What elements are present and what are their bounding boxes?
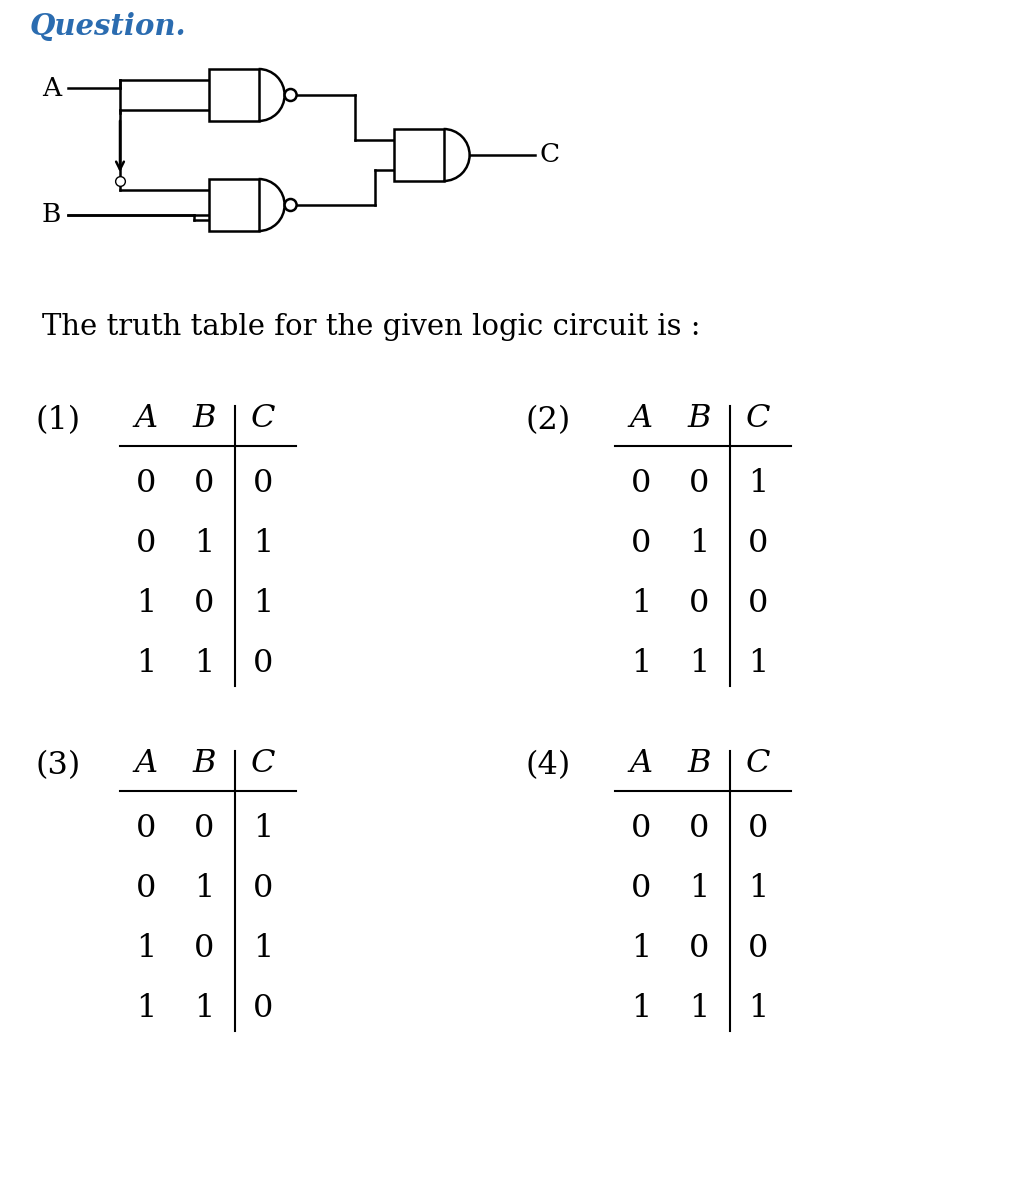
Circle shape: [285, 199, 297, 211]
Text: 1: 1: [136, 588, 157, 618]
Text: A: A: [630, 403, 652, 434]
Text: 1: 1: [689, 648, 710, 679]
Text: 1: 1: [253, 933, 273, 964]
Text: 0: 0: [748, 813, 768, 843]
Text: 0: 0: [136, 468, 157, 499]
Text: 0: 0: [748, 528, 768, 558]
Text: C: C: [251, 403, 275, 434]
Text: 0: 0: [748, 588, 768, 618]
Text: 0: 0: [748, 933, 768, 964]
Text: 1: 1: [194, 873, 214, 904]
Text: 1: 1: [689, 528, 710, 558]
Text: (2): (2): [525, 405, 570, 436]
Text: 0: 0: [253, 993, 273, 1024]
Text: 1: 1: [136, 933, 157, 964]
Text: 0: 0: [136, 813, 157, 843]
Text: 0: 0: [689, 933, 710, 964]
Text: (1): (1): [35, 405, 80, 436]
Text: C: C: [745, 403, 770, 434]
Text: 1: 1: [136, 648, 157, 679]
Text: 1: 1: [748, 873, 768, 904]
Text: C: C: [745, 748, 770, 779]
Text: 1: 1: [253, 528, 273, 558]
Text: 0: 0: [194, 468, 214, 499]
Text: 0: 0: [194, 813, 214, 843]
Text: B: B: [42, 203, 61, 227]
Text: 0: 0: [689, 813, 710, 843]
Text: 0: 0: [253, 648, 273, 679]
Text: 0: 0: [136, 528, 157, 558]
Text: 0: 0: [689, 588, 710, 618]
Text: 0: 0: [631, 813, 651, 843]
Text: 0: 0: [631, 873, 651, 904]
Text: 1: 1: [631, 933, 651, 964]
Text: (4): (4): [525, 750, 570, 781]
Text: A: A: [134, 403, 158, 434]
Text: 0: 0: [689, 468, 710, 499]
Text: 1: 1: [748, 648, 768, 679]
Text: 0: 0: [194, 588, 214, 618]
Text: A: A: [134, 748, 158, 779]
Text: A: A: [630, 748, 652, 779]
Text: 0: 0: [631, 468, 651, 499]
Text: (3): (3): [35, 750, 80, 781]
Text: B: B: [687, 403, 711, 434]
Bar: [209, 70, 259, 121]
Text: C: C: [251, 748, 275, 779]
Text: 0: 0: [253, 468, 273, 499]
Text: 1: 1: [253, 813, 273, 843]
Circle shape: [285, 90, 297, 101]
Text: The truth table for the given logic circuit is :: The truth table for the given logic circ…: [42, 313, 700, 340]
Text: 1: 1: [748, 468, 768, 499]
Bar: [394, 130, 443, 181]
Text: Question.: Question.: [30, 12, 186, 41]
Text: C: C: [540, 143, 560, 167]
Text: 1: 1: [194, 993, 214, 1024]
Text: 1: 1: [689, 873, 710, 904]
Text: 0: 0: [631, 528, 651, 558]
Text: B: B: [193, 403, 216, 434]
Bar: [209, 179, 259, 231]
Text: 1: 1: [748, 993, 768, 1024]
Text: 0: 0: [253, 873, 273, 904]
Text: B: B: [687, 748, 711, 779]
Text: 1: 1: [631, 648, 651, 679]
Text: 1: 1: [689, 993, 710, 1024]
Text: 1: 1: [253, 588, 273, 618]
Text: A: A: [42, 75, 61, 100]
Text: 1: 1: [631, 993, 651, 1024]
Text: B: B: [193, 748, 216, 779]
Text: 0: 0: [136, 873, 157, 904]
Text: 1: 1: [136, 993, 157, 1024]
Text: 1: 1: [194, 528, 214, 558]
Text: 1: 1: [194, 648, 214, 679]
Text: 0: 0: [194, 933, 214, 964]
Text: 1: 1: [631, 588, 651, 618]
